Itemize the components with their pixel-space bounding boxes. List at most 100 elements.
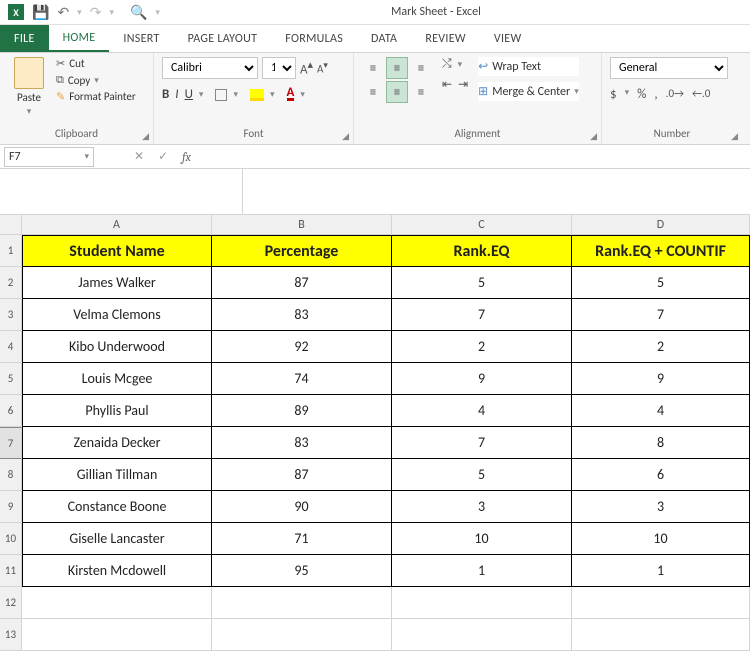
alignment-launcher-icon[interactable]: ◢	[590, 131, 597, 142]
paste-button[interactable]: Paste ▾	[8, 57, 50, 125]
cell[interactable]: 5	[392, 459, 572, 491]
cell[interactable]: James Walker	[22, 267, 212, 299]
format-painter-button[interactable]: ✎Format Painter	[56, 90, 136, 103]
cell[interactable]: Percentage	[212, 235, 392, 267]
qat-customize-icon[interactable]: ▾	[155, 7, 160, 18]
name-box-caret-icon[interactable]: ▾	[84, 151, 89, 162]
align-top-button[interactable]: ≡	[362, 57, 384, 79]
decrease-indent-button[interactable]: ⇤	[442, 77, 452, 92]
cell[interactable]	[392, 619, 572, 651]
bold-button[interactable]: B	[162, 87, 169, 102]
cell[interactable]: Kibo Underwood	[22, 331, 212, 363]
number-format-select[interactable]: General	[610, 57, 728, 79]
print-preview-icon[interactable]: 🔍	[130, 4, 147, 21]
align-left-button[interactable]: ≡	[362, 81, 384, 103]
fx-icon[interactable]: fx	[182, 150, 191, 164]
cell[interactable]: 83	[212, 299, 392, 331]
paste-caret-icon[interactable]: ▾	[27, 106, 32, 117]
cell[interactable]: 89	[212, 395, 392, 427]
cell[interactable]	[572, 619, 750, 651]
cell[interactable]: 7	[572, 299, 750, 331]
cell[interactable]: Phyllis Paul	[22, 395, 212, 427]
select-all-corner[interactable]	[0, 215, 22, 235]
cell[interactable]: Zenaida Decker	[22, 427, 212, 459]
col-header-b[interactable]: B	[212, 215, 392, 235]
italic-button[interactable]: I	[175, 87, 178, 102]
cell[interactable]	[212, 587, 392, 619]
row-header[interactable]: 9	[0, 491, 22, 523]
currency-button[interactable]: $	[610, 87, 617, 102]
row-header[interactable]: 3	[0, 299, 22, 331]
cell[interactable]: 95	[212, 555, 392, 587]
cell[interactable]: Louis Mcgee	[22, 363, 212, 395]
copy-button[interactable]: ⧉Copy▾	[56, 73, 136, 87]
font-color-button[interactable]: A	[287, 88, 295, 101]
cell[interactable]: 4	[392, 395, 572, 427]
col-header-d[interactable]: D	[572, 215, 750, 235]
row-header-active[interactable]: 7	[0, 427, 22, 459]
tab-formulas[interactable]: FORMULAS	[271, 25, 357, 52]
decrease-decimal-button[interactable]: ←.0	[692, 87, 710, 102]
font-launcher-icon[interactable]: ◢	[342, 131, 349, 142]
undo-caret-icon[interactable]: ▾	[77, 7, 82, 18]
increase-indent-button[interactable]: ⇥	[458, 77, 468, 92]
cell[interactable]: Rank.EQ + COUNTIF	[572, 235, 750, 267]
cell[interactable]: 3	[392, 491, 572, 523]
cell[interactable]: 9	[572, 363, 750, 395]
cell[interactable]: Gillian Tillman	[22, 459, 212, 491]
tab-home[interactable]: HOME	[49, 25, 110, 52]
row-header[interactable]: 10	[0, 523, 22, 555]
undo-icon[interactable]: ↶	[57, 4, 69, 21]
cell[interactable]: 1	[572, 555, 750, 587]
cell[interactable]: 2	[392, 331, 572, 363]
cell[interactable]: 1	[392, 555, 572, 587]
cell[interactable]: 5	[392, 267, 572, 299]
tab-file[interactable]: FILE	[0, 25, 49, 52]
font-name-select[interactable]: Calibri	[162, 57, 258, 79]
cell[interactable]: 83	[212, 427, 392, 459]
cell[interactable]: 2	[572, 331, 750, 363]
align-right-button[interactable]: ≡	[410, 81, 432, 103]
cell[interactable]	[22, 619, 212, 651]
wrap-text-button[interactable]: ↩Wrap Text	[478, 57, 579, 76]
cell[interactable]: 7	[392, 427, 572, 459]
merge-center-button[interactable]: ⊞Merge & Center▾	[478, 82, 579, 101]
cell[interactable]: 71	[212, 523, 392, 555]
cell[interactable]: Rank.EQ	[392, 235, 572, 267]
cancel-formula-icon[interactable]: ✕	[134, 149, 144, 164]
cell[interactable]: 9	[392, 363, 572, 395]
row-header[interactable]: 1	[0, 235, 22, 267]
cell[interactable]: 92	[212, 331, 392, 363]
tab-insert[interactable]: INSERT	[109, 25, 173, 52]
row-header[interactable]: 4	[0, 331, 22, 363]
row-header[interactable]: 8	[0, 459, 22, 491]
cell[interactable]: Giselle Lancaster	[22, 523, 212, 555]
cell[interactable]: 74	[212, 363, 392, 395]
comma-button[interactable]: ,	[654, 87, 657, 102]
tab-view[interactable]: VIEW	[480, 25, 536, 52]
col-header-a[interactable]: A	[22, 215, 212, 235]
increase-font-icon[interactable]: A▴	[300, 58, 313, 77]
cell[interactable]: Student Name	[22, 235, 212, 267]
redo-caret-icon[interactable]: ▾	[109, 7, 114, 18]
row-header[interactable]: 5	[0, 363, 22, 395]
cell[interactable]: Velma Clemons	[22, 299, 212, 331]
redo-icon[interactable]: ↷	[90, 4, 102, 21]
tab-page-layout[interactable]: PAGE LAYOUT	[174, 25, 272, 52]
font-size-select[interactable]: 11	[262, 57, 296, 79]
tab-review[interactable]: REVIEW	[411, 25, 480, 52]
cell[interactable]: Constance Boone	[22, 491, 212, 523]
save-icon[interactable]: 💾	[32, 4, 49, 21]
cell[interactable]: 10	[572, 523, 750, 555]
cell[interactable]	[22, 587, 212, 619]
cell[interactable]: 4	[572, 395, 750, 427]
orientation-button[interactable]: ⤭	[442, 57, 452, 71]
spreadsheet-grid[interactable]: A B C D 1 Student Name Percentage Rank.E…	[0, 215, 750, 651]
row-header[interactable]: 12	[0, 587, 22, 619]
row-header[interactable]: 13	[0, 619, 22, 651]
align-middle-button[interactable]: ≡	[386, 57, 408, 79]
cell[interactable]: 87	[212, 459, 392, 491]
cell[interactable]: 87	[212, 267, 392, 299]
cell[interactable]: 7	[392, 299, 572, 331]
cell[interactable]: 5	[572, 267, 750, 299]
